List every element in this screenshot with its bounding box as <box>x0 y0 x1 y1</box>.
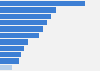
Bar <box>0 52 21 57</box>
Bar <box>0 58 19 64</box>
Bar <box>0 39 28 45</box>
Bar <box>0 46 24 51</box>
Bar <box>0 26 43 32</box>
Bar <box>0 20 47 25</box>
Bar <box>0 7 56 13</box>
Bar <box>0 33 39 38</box>
Bar <box>0 14 51 19</box>
Bar <box>0 1 85 6</box>
Bar <box>0 65 12 70</box>
